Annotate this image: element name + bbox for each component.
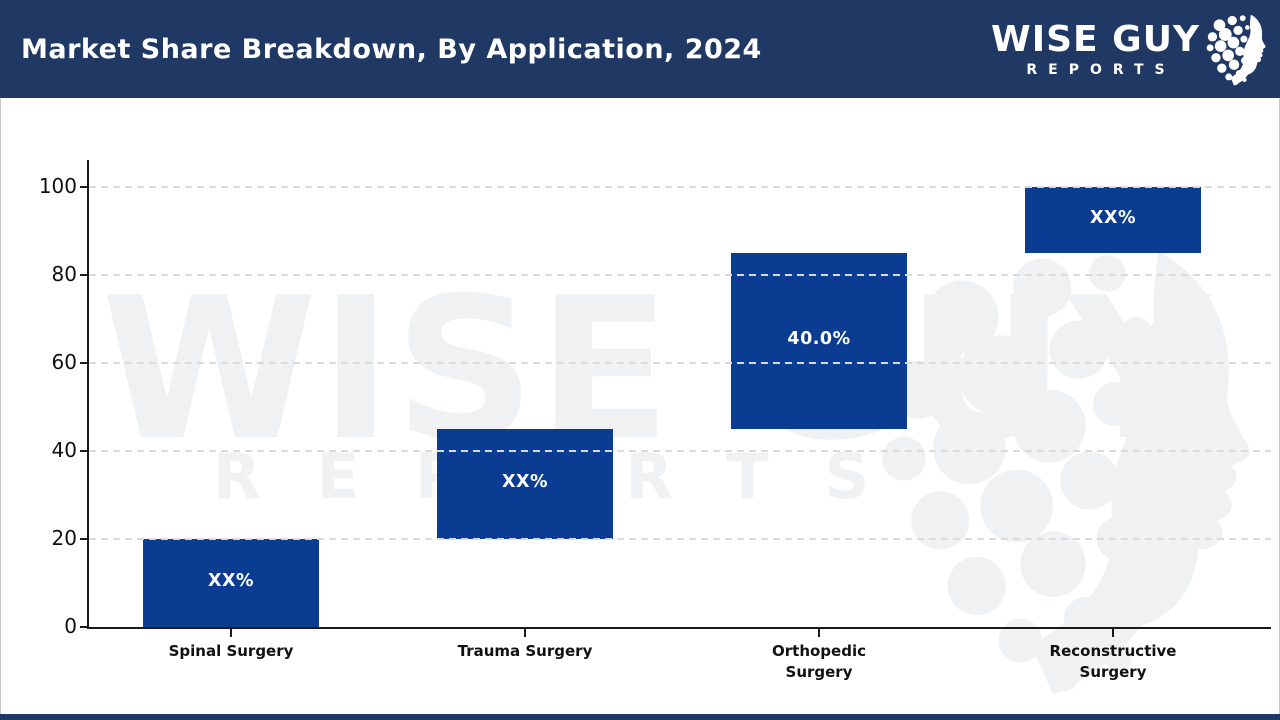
x-axis-label: Spinal Surgery	[168, 642, 294, 660]
x-axis-label: Orthopedic Surgery	[772, 642, 866, 681]
bar	[1025, 187, 1201, 253]
grid-line	[89, 450, 1271, 452]
x-tick-mark	[524, 629, 526, 637]
bar	[143, 539, 319, 627]
bar-value-label: 40.0%	[787, 329, 851, 349]
y-tick-label: 80	[51, 262, 77, 286]
logo-wordmark: WISE GUY	[990, 19, 1200, 61]
wise-guy-logo: WISE GUY REPORTS	[991, 8, 1266, 90]
header-band: Market Share Breakdown, By Application, …	[0, 0, 1280, 98]
y-tick-label: 100	[38, 174, 77, 198]
logo-text: WISE GUY REPORTS	[991, 20, 1200, 78]
grid-line	[89, 274, 1271, 276]
bar-value-label: XX%	[501, 472, 549, 492]
y-tick-mark	[80, 362, 87, 364]
y-tick-label: 20	[51, 526, 77, 550]
grid-line	[89, 186, 1271, 188]
x-tick-mark	[230, 629, 232, 637]
watermark-head-icon	[882, 251, 1250, 696]
bar	[437, 429, 613, 539]
y-tick-mark	[80, 450, 87, 452]
x-axis-line	[87, 627, 1271, 629]
y-tick-mark	[80, 186, 87, 188]
y-tick-label: 0	[64, 614, 77, 638]
bar-value-label: XX%	[1089, 208, 1137, 228]
y-axis-line	[87, 160, 89, 629]
footer-bar	[0, 714, 1280, 720]
y-tick-label: 60	[51, 350, 77, 374]
bar-value-label: XX%	[207, 571, 255, 591]
page-title: Market Share Breakdown, By Application, …	[21, 33, 762, 65]
grid-line	[89, 538, 1271, 540]
x-axis-label: Reconstructive Surgery	[1049, 642, 1177, 681]
y-tick-mark	[80, 538, 87, 540]
logo-subtitle: REPORTS	[1026, 61, 1176, 78]
x-axis-label: Trauma Surgery	[457, 642, 593, 660]
y-tick-label: 40	[51, 438, 77, 462]
y-tick-mark	[80, 274, 87, 276]
grid-line	[89, 362, 1271, 364]
bar	[731, 253, 907, 429]
x-tick-mark	[818, 629, 820, 637]
x-tick-mark	[1112, 629, 1114, 637]
y-tick-mark	[80, 626, 87, 628]
logo-head-icon	[1206, 14, 1266, 86]
